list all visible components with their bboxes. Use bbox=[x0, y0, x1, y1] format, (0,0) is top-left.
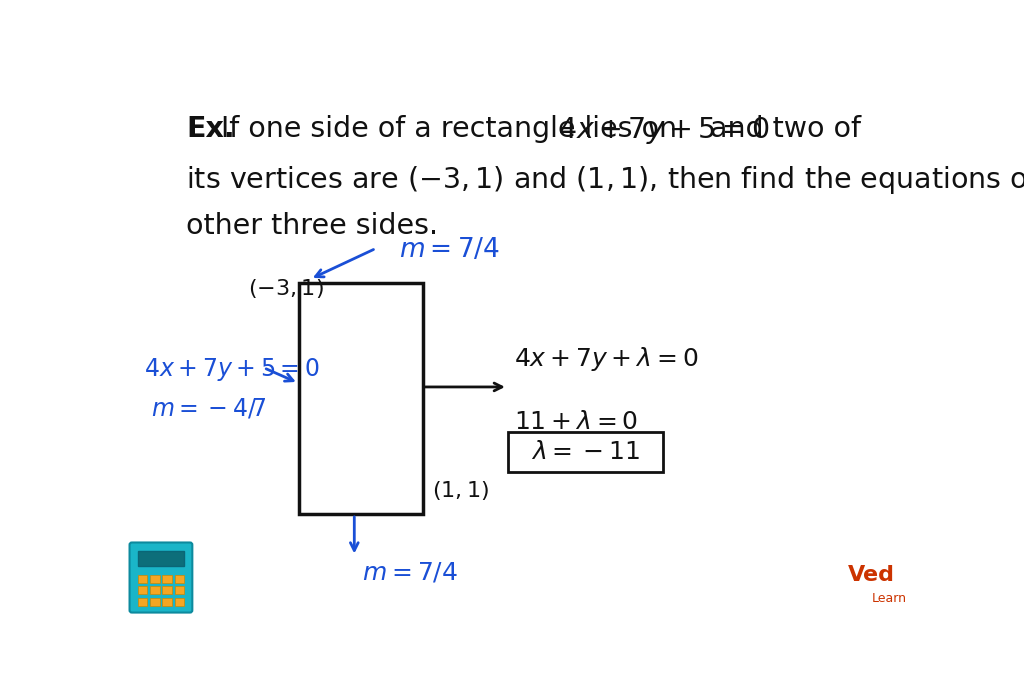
Text: $(-3, 1)$: $(-3, 1)$ bbox=[248, 277, 324, 300]
Text: Learn: Learn bbox=[871, 592, 907, 605]
Text: $m=-4/7$: $m=-4/7$ bbox=[152, 397, 267, 421]
Text: its vertices are $(-3, 1)$ and $(1, 1)$, then find the equations of its: its vertices are $(-3, 1)$ and $(1, 1)$,… bbox=[186, 164, 1024, 196]
Bar bbox=[163, 575, 172, 582]
Text: $m=7/4$: $m=7/4$ bbox=[362, 560, 458, 584]
Text: Ex.: Ex. bbox=[186, 115, 234, 143]
Bar bbox=[151, 586, 160, 594]
Text: and two of: and two of bbox=[692, 115, 861, 143]
Text: Ved: Ved bbox=[848, 565, 895, 585]
Bar bbox=[508, 432, 663, 472]
Text: $m=\mathit{7/4}$: $m=\mathit{7/4}$ bbox=[399, 237, 501, 263]
Bar bbox=[163, 598, 172, 606]
Text: $4x+7y+5=0$: $4x+7y+5=0$ bbox=[143, 356, 318, 383]
Bar bbox=[174, 575, 183, 582]
Text: If one side of a rectangle lies on: If one side of a rectangle lies on bbox=[221, 115, 695, 143]
Bar bbox=[138, 575, 147, 582]
Bar bbox=[151, 575, 160, 582]
Bar bbox=[138, 586, 147, 594]
Bar bbox=[299, 283, 423, 514]
Text: $4x+7y+5=0$: $4x+7y+5=0$ bbox=[558, 115, 769, 146]
Text: $11+\lambda=0$: $11+\lambda=0$ bbox=[514, 410, 638, 434]
Bar bbox=[138, 551, 183, 566]
Text: $4x+7y+\lambda=0$: $4x+7y+\lambda=0$ bbox=[514, 345, 698, 373]
Bar bbox=[138, 598, 147, 606]
Text: $\lambda=-11$: $\lambda=-11$ bbox=[530, 440, 640, 464]
Text: $(1,1)$: $(1,1)$ bbox=[432, 480, 488, 502]
Bar bbox=[151, 598, 160, 606]
Text: other three sides.: other three sides. bbox=[186, 212, 438, 240]
FancyBboxPatch shape bbox=[130, 542, 193, 613]
Bar bbox=[174, 598, 183, 606]
Bar bbox=[163, 586, 172, 594]
Bar bbox=[174, 586, 183, 594]
